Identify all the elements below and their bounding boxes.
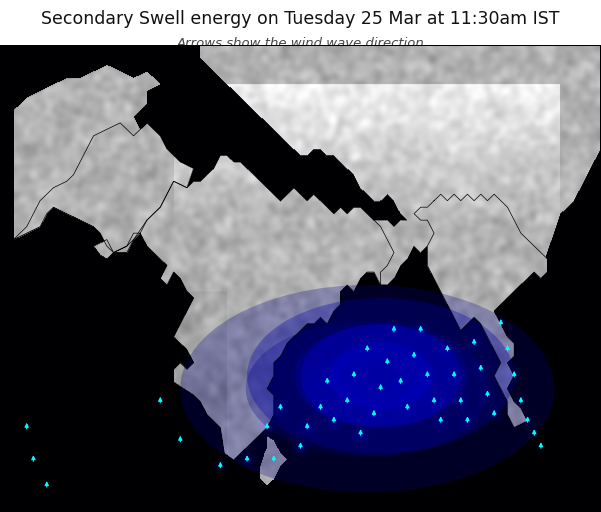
Ellipse shape (341, 350, 421, 402)
Ellipse shape (247, 298, 514, 454)
Ellipse shape (367, 367, 395, 385)
Ellipse shape (353, 358, 409, 394)
Ellipse shape (300, 324, 461, 428)
Text: Arrows show the wind wave direction: Arrows show the wind wave direction (177, 37, 424, 50)
Text: Secondary Swell energy on Tuesday 25 Mar at 11:30am IST: Secondary Swell energy on Tuesday 25 Mar… (41, 10, 560, 28)
Ellipse shape (246, 322, 489, 456)
Ellipse shape (329, 342, 433, 410)
Ellipse shape (302, 352, 433, 425)
Ellipse shape (334, 349, 427, 403)
Ellipse shape (180, 285, 554, 493)
Ellipse shape (294, 325, 468, 426)
Ellipse shape (355, 359, 407, 393)
